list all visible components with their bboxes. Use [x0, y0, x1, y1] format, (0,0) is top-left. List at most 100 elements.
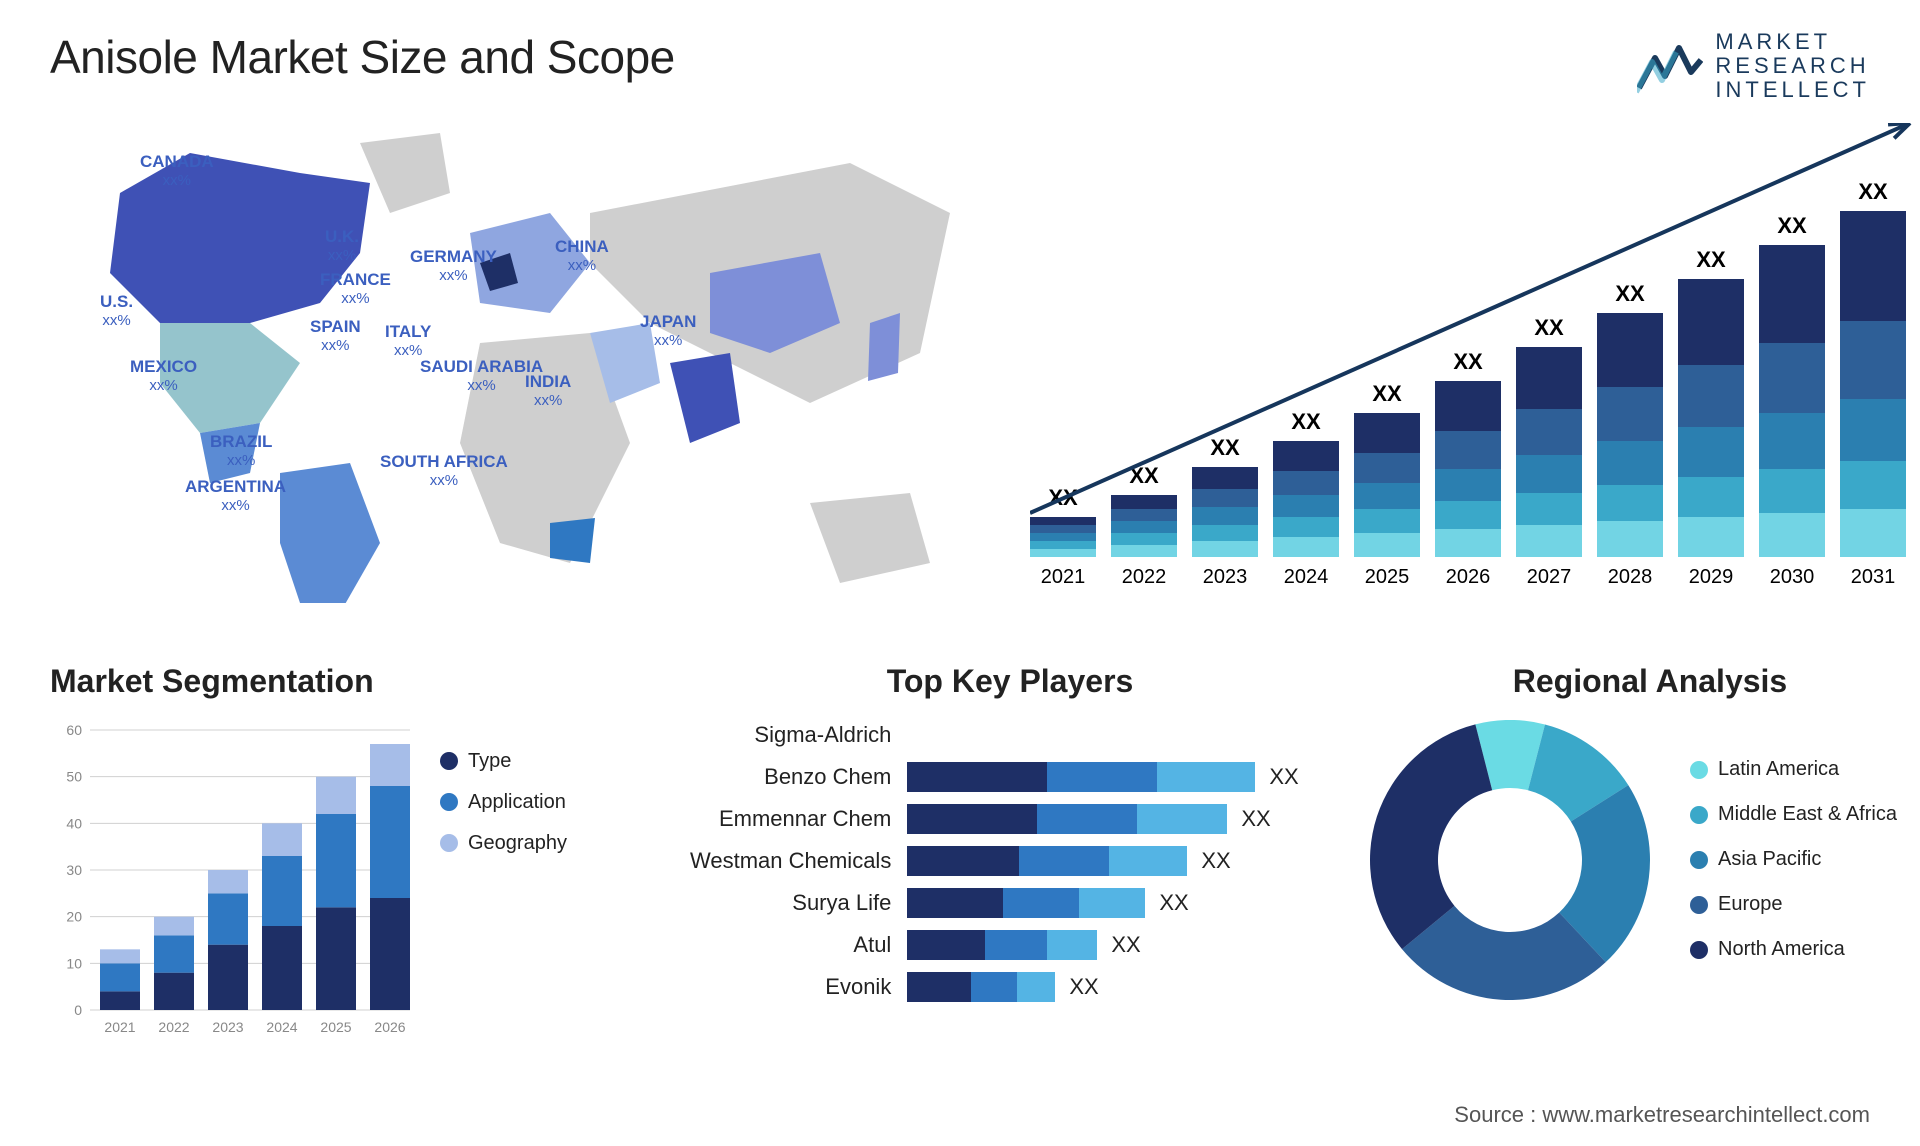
growth-bar-2023-seg4 [1192, 467, 1258, 489]
player-name: Atul [690, 930, 891, 960]
seg-ytick: 10 [66, 955, 82, 971]
seg-ytick: 60 [66, 722, 82, 738]
seg-bar-2024-1 [262, 856, 302, 926]
seg-bar-2024-2 [262, 823, 302, 856]
growth-bar-2026-seg0 [1435, 529, 1501, 557]
seg-bar-2022-1 [154, 935, 194, 972]
growth-bar-2031-seg0 [1840, 509, 1906, 557]
growth-bar-2027-seg1 [1516, 493, 1582, 525]
growth-year-2029: 2029 [1689, 566, 1734, 588]
growth-bar-label-2026: XX [1453, 349, 1483, 374]
player-bar-seg [1003, 888, 1079, 918]
segmentation-legend: TypeApplicationGeography [440, 720, 567, 1040]
segmentation-svg: 0102030405060202120222023202420252026 [50, 720, 410, 1040]
growth-year-2024: 2024 [1284, 566, 1329, 588]
player-bar-seg [1079, 888, 1145, 918]
player-bar-row: XX [907, 930, 1298, 960]
growth-year-2022: 2022 [1122, 566, 1167, 588]
seg-bar-2026-1 [370, 786, 410, 898]
map-label-china: CHINAxx% [555, 238, 609, 275]
logo-line2: RESEARCH [1715, 54, 1870, 78]
seg-year-2021: 2021 [104, 1019, 135, 1035]
seg-bar-2024-0 [262, 926, 302, 1010]
growth-bar-2030-seg0 [1759, 513, 1825, 557]
map-label-mexico: MEXICOxx% [130, 358, 197, 395]
player-bar-row: XX [907, 846, 1298, 876]
seg-legend-item: Type [440, 750, 567, 773]
map-label-france: FRANCExx% [320, 271, 391, 308]
growth-bar-2023-seg3 [1192, 489, 1258, 507]
growth-bar-2023-seg0 [1192, 541, 1258, 557]
growth-bar-2025-seg2 [1354, 483, 1420, 509]
seg-legend-item: Geography [440, 832, 567, 855]
players-chart: Sigma-AldrichBenzo ChemEmmennar ChemWest… [690, 720, 1330, 1002]
company-logo: MARKET RESEARCH INTELLECT [1637, 30, 1870, 103]
growth-bar-2027-seg4 [1516, 347, 1582, 409]
growth-bar-2027-seg0 [1516, 525, 1582, 557]
growth-bar-label-2029: XX [1696, 247, 1726, 272]
player-bar-row: XX [907, 972, 1298, 1002]
seg-bar-2021-2 [100, 949, 140, 963]
seg-bar-2026-0 [370, 898, 410, 1010]
seg-ytick: 20 [66, 908, 82, 924]
growth-bar-2023-seg2 [1192, 507, 1258, 525]
region-legend-item: Asia Pacific [1690, 848, 1897, 871]
growth-bar-2021-seg2 [1030, 533, 1096, 541]
map-label-spain: SPAINxx% [310, 318, 361, 355]
player-bar-seg [1047, 762, 1157, 792]
growth-bar-label-2030: XX [1777, 213, 1807, 238]
player-bar-seg [907, 972, 971, 1002]
seg-ytick: 40 [66, 815, 82, 831]
player-name: Emmennar Chem [690, 804, 891, 834]
growth-bar-2025-seg3 [1354, 453, 1420, 483]
map-region-greenland [360, 133, 450, 213]
growth-bar-2027-seg3 [1516, 409, 1582, 455]
player-bar-seg [1019, 846, 1109, 876]
growth-bar-2024-seg1 [1273, 517, 1339, 537]
map-label-germany: GERMANYxx% [410, 248, 497, 285]
player-bar-value: XX [1159, 890, 1188, 916]
growth-bar-2031-seg4 [1840, 211, 1906, 321]
map-label-argentina: ARGENTINAxx% [185, 478, 286, 515]
player-bar-seg [1047, 930, 1097, 960]
source-text: Source : www.marketresearchintellect.com [1454, 1102, 1870, 1128]
seg-ytick: 0 [74, 1002, 82, 1018]
world-map: CANADAxx%U.S.xx%MEXICOxx%BRAZILxx%ARGENT… [50, 123, 970, 623]
growth-bar-2031-seg1 [1840, 461, 1906, 509]
growth-bar-label-2031: XX [1858, 179, 1888, 204]
growth-chart: XX2021XX2022XX2023XX2024XX2025XX2026XX20… [1030, 123, 1920, 623]
growth-bar-2030-seg3 [1759, 343, 1825, 413]
growth-bar-2026-seg4 [1435, 381, 1501, 431]
growth-bar-label-2027: XX [1534, 315, 1564, 340]
seg-year-2025: 2025 [320, 1019, 351, 1035]
growth-bar-2029-seg1 [1678, 477, 1744, 517]
players-title: Top Key Players [690, 663, 1330, 700]
growth-bar-2030-seg4 [1759, 245, 1825, 343]
seg-bar-2021-1 [100, 963, 140, 991]
growth-bar-label-2023: XX [1210, 435, 1240, 460]
growth-year-2025: 2025 [1365, 566, 1410, 588]
logo-line3: INTELLECT [1715, 78, 1870, 102]
seg-year-2023: 2023 [212, 1019, 243, 1035]
logo-line1: MARKET [1715, 30, 1870, 54]
growth-bar-2030-seg1 [1759, 469, 1825, 513]
growth-year-2030: 2030 [1770, 566, 1815, 588]
player-bar-seg [1157, 762, 1255, 792]
growth-bar-label-2025: XX [1372, 381, 1402, 406]
growth-bar-2026-seg3 [1435, 431, 1501, 469]
segmentation-chart: 0102030405060202120222023202420252026 [50, 720, 410, 1040]
growth-year-2021: 2021 [1041, 566, 1086, 588]
player-name: Evonik [690, 972, 891, 1002]
growth-bar-2021-seg3 [1030, 525, 1096, 533]
growth-year-2023: 2023 [1203, 566, 1248, 588]
growth-year-2031: 2031 [1851, 566, 1896, 588]
growth-bar-2021-seg0 [1030, 549, 1096, 557]
player-bar-seg [1109, 846, 1187, 876]
growth-bar-2027-seg2 [1516, 455, 1582, 493]
map-region-japan [868, 313, 900, 381]
player-name: Surya Life [690, 888, 891, 918]
region-legend-item: Latin America [1690, 758, 1897, 781]
map-label-canada: CANADAxx% [140, 153, 214, 190]
growth-bar-2025-seg4 [1354, 413, 1420, 453]
player-bar-seg [907, 930, 985, 960]
